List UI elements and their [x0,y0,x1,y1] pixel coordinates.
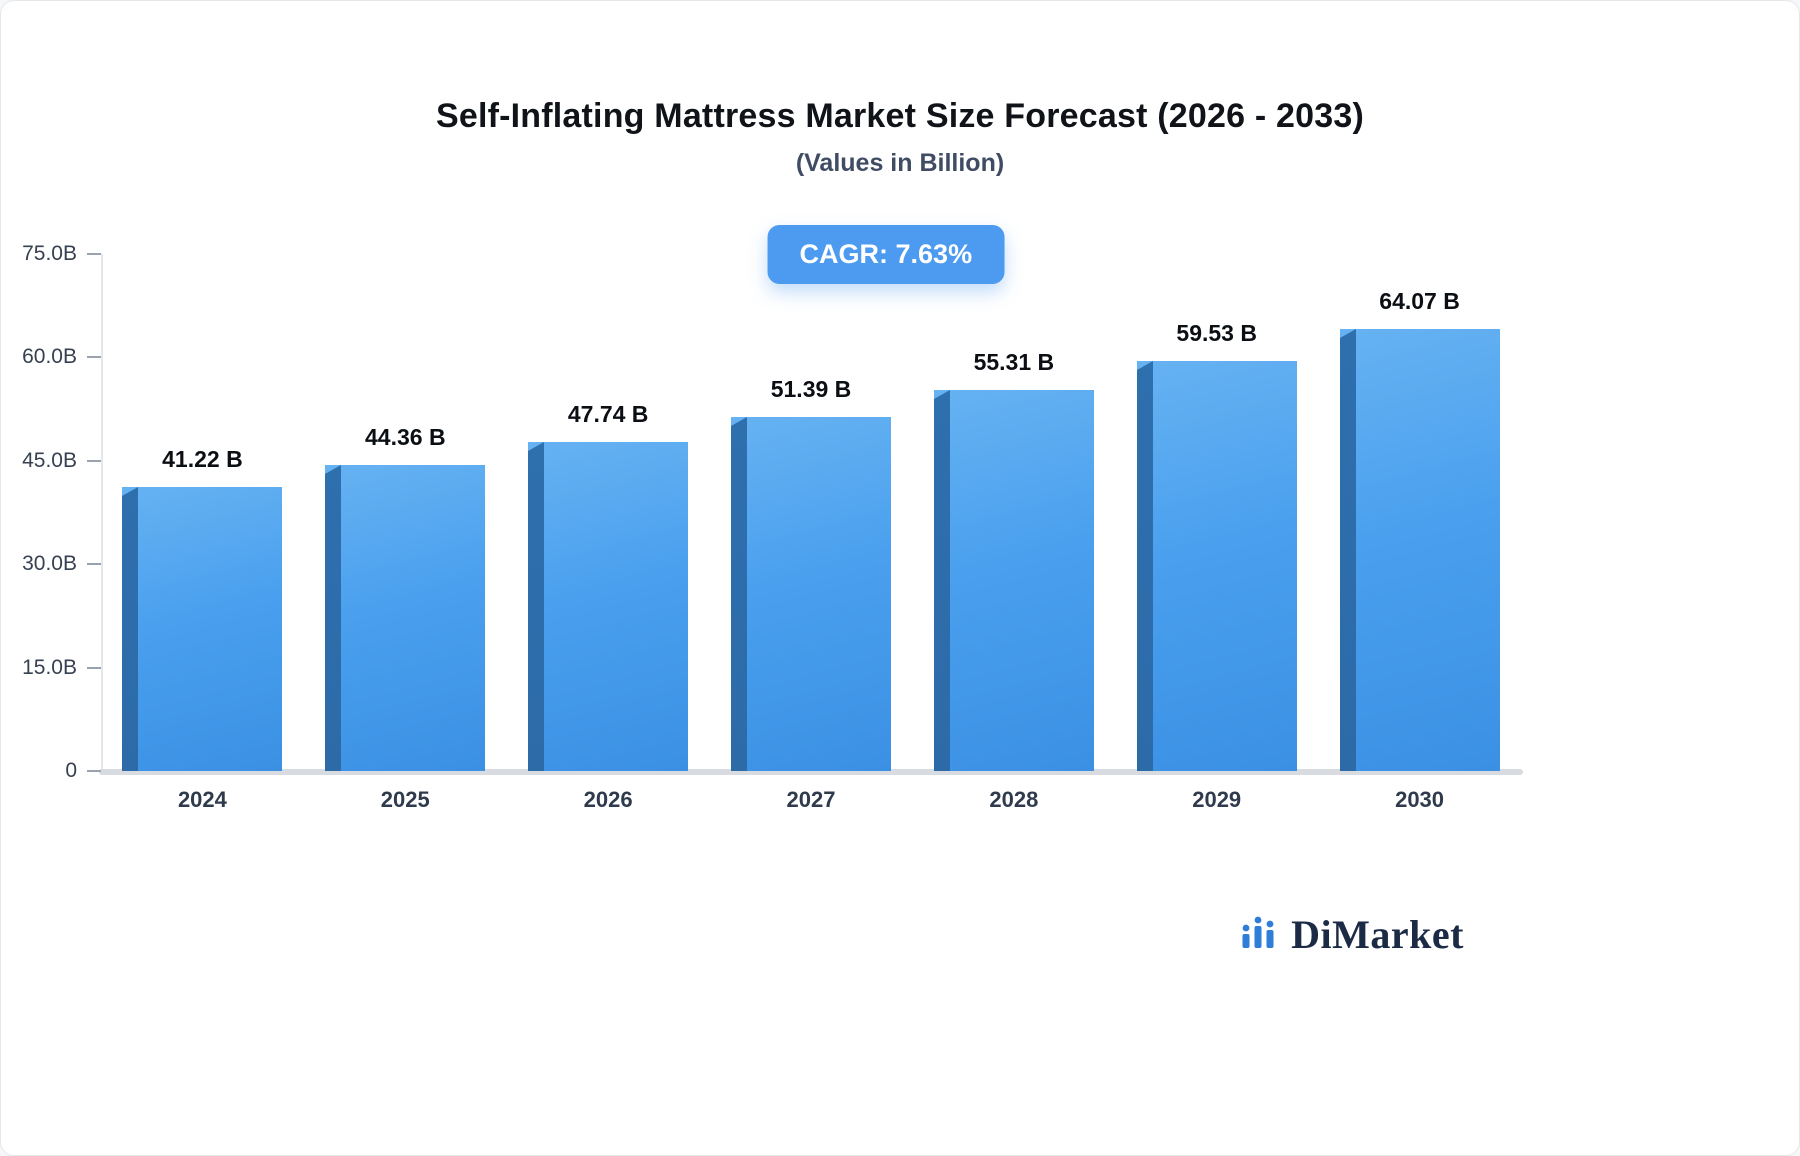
bar-2029 [1137,361,1297,771]
cagr-badge: CAGR: 7.63% [767,225,1005,284]
y-axis-tick-mark [87,666,101,669]
y-axis-tick-label: 75.0B [22,242,77,265]
y-axis-tick-mark [87,563,101,566]
y-axis-tick-mark [87,459,101,462]
bar-2024 [122,487,282,771]
y-axis-tick-label: 45.0B [22,448,77,472]
plot-area: 41.22 B 44.36 B 47.74 B 51.39 B 55.31 B 59.53… [101,254,1521,771]
bar-value-label: 47.74 B [567,401,649,427]
y-axis-tick-label: 30.0B [22,552,77,576]
bar-value-label: 64.07 B [1379,288,1460,314]
y-axis-tick-mark [87,770,101,772]
y-axis-tick-mark [87,356,101,359]
y-axis-tick-label: 0 [65,759,77,782]
x-axis: 2024 2025 2026 2027 2028 2029 2030 [101,787,1521,827]
x-axis-label: 2030 [1395,787,1445,812]
bar-2030 [1340,329,1500,771]
bar-value-label: 44.36 B [365,424,446,450]
bar-value-label: 51.39 B [770,376,852,402]
bar-2025 [325,465,485,771]
y-axis-line [101,254,103,771]
y-axis-tick-label: 15.0B [22,655,77,679]
bar-2027 [731,417,891,771]
logo-text: DiMarket [1291,912,1464,957]
y-axis-tick-label: 60.0B [22,345,77,369]
x-axis-label: 2024 [177,787,227,812]
chart-subtitle: (Values in Billion) [795,149,1005,177]
x-axis-label: 2028 [989,787,1039,812]
bar-2028 [934,390,1094,771]
x-axis-baseline [99,769,1523,775]
x-axis-label: 2027 [786,787,836,812]
x-axis-label: 2029 [1192,787,1242,812]
bar-2026 [528,442,688,771]
bar-value-label: 59.53 B [1176,320,1257,346]
bar-value-label: 55.31 B [973,349,1055,375]
page-title: Self-Inflating Mattress Market Size Fore… [435,97,1365,135]
brand-logo: DiMarket [1237,910,1464,959]
bar-value-label: 41.22 B [162,446,243,472]
x-axis-label: 2026 [583,787,633,812]
y-axis-tick-mark [87,253,101,255]
bar-chart-icon [1237,910,1281,959]
x-axis-label: 2025 [380,787,430,812]
